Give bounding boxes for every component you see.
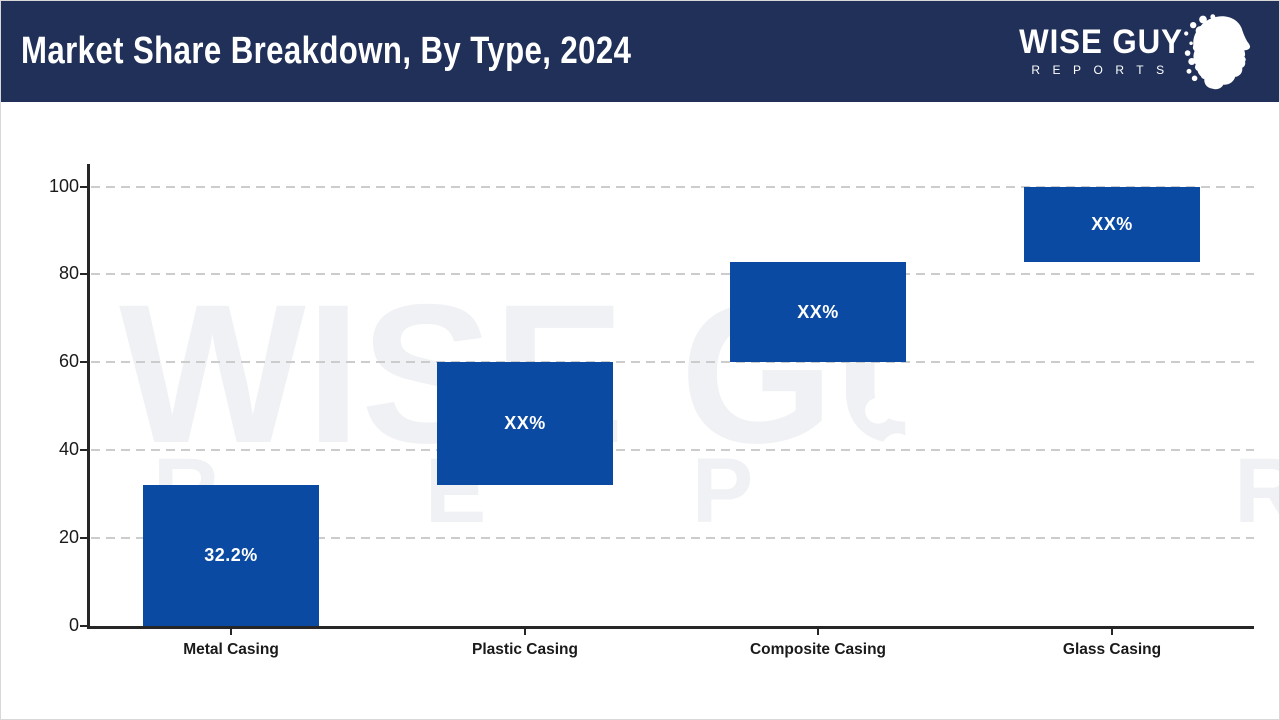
grid-line [91,185,1254,188]
wiseguy-logo: WISE GUY REPORTS [1012,12,1252,90]
y-tick-label: 0 [68,615,79,635]
x-tick-mark [524,628,526,635]
x-tick-mark [1111,628,1113,635]
x-category-label: Plastic Casing [472,641,578,658]
y-tick-label: 40 [58,439,79,460]
y-tick-label: 60 [58,351,79,372]
grid-line [91,449,1254,452]
grid-line [91,537,1254,540]
chart-title: Market Share Breakdown, By Type, 2024 [21,29,632,72]
logo-text: WISE GUY REPORTS [1012,25,1190,77]
y-tick-mark [80,449,88,452]
header-bar: Market Share Breakdown, By Type, 2024 WI… [1,1,1279,102]
grid-line [91,273,1254,276]
grid-line [91,361,1254,364]
y-axis-line [87,164,90,628]
y-tick-mark [80,273,88,276]
y-tick-mark [80,185,88,188]
x-tick-mark [817,628,819,635]
bar: 32.2% [143,484,319,626]
x-tick-mark [230,628,232,635]
y-tick-label: 80 [58,263,79,284]
bar-value-label: XX% [1091,213,1133,234]
bar-value-label: 32.2% [204,544,258,565]
logo-wordmark: WISE GUY [1019,23,1183,61]
logo-subtitle: REPORTS [1031,63,1177,77]
x-axis-line [87,626,1254,629]
y-tick-mark [80,361,88,364]
dotted-head-icon [1184,14,1251,90]
bar: XX% [730,262,906,363]
y-tick-label: 20 [58,527,79,548]
bar-value-label: XX% [797,301,839,322]
bar-value-label: XX% [504,412,546,433]
x-category-label: Glass Casing [1062,641,1162,658]
bar: XX% [437,362,613,485]
bar: XX% [1024,186,1200,263]
x-category-label: Metal Casing [183,641,279,658]
y-tick-mark [80,625,88,627]
x-category-label: Composite Casing [749,641,887,658]
y-tick-mark [80,537,88,540]
y-tick-label: 100 [48,175,79,196]
